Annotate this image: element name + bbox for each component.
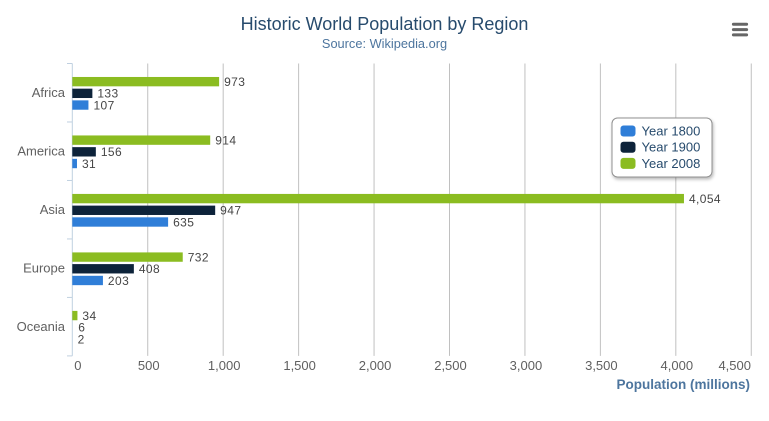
svg-text:914: 914 bbox=[215, 133, 236, 147]
svg-text:America: America bbox=[17, 143, 65, 158]
svg-text:3,000: 3,000 bbox=[510, 358, 543, 373]
svg-text:408: 408 bbox=[139, 262, 160, 276]
svg-text:Year 1800: Year 1800 bbox=[642, 124, 701, 139]
svg-text:203: 203 bbox=[108, 274, 129, 288]
svg-text:635: 635 bbox=[173, 215, 194, 229]
svg-text:6: 6 bbox=[78, 321, 85, 335]
svg-text:Population (millions): Population (millions) bbox=[617, 377, 751, 392]
svg-text:2: 2 bbox=[78, 332, 85, 346]
svg-text:2,000: 2,000 bbox=[359, 358, 392, 373]
svg-text:Africa: Africa bbox=[32, 85, 66, 100]
svg-text:1,000: 1,000 bbox=[208, 358, 241, 373]
svg-text:107: 107 bbox=[93, 98, 114, 112]
svg-text:732: 732 bbox=[188, 250, 209, 264]
svg-text:Europe: Europe bbox=[23, 260, 65, 275]
svg-text:Historic World Population by R: Historic World Population by Region bbox=[241, 14, 529, 34]
svg-text:4,500: 4,500 bbox=[718, 358, 751, 373]
svg-text:156: 156 bbox=[101, 145, 122, 159]
svg-text:Oceania: Oceania bbox=[17, 319, 66, 334]
svg-text:2,500: 2,500 bbox=[434, 358, 467, 373]
svg-text:947: 947 bbox=[220, 204, 241, 218]
svg-text:Asia: Asia bbox=[40, 202, 66, 217]
svg-text:Year 1900: Year 1900 bbox=[642, 140, 701, 155]
svg-text:31: 31 bbox=[82, 157, 96, 171]
svg-text:Source: Wikipedia.org: Source: Wikipedia.org bbox=[322, 36, 447, 51]
svg-text:Year 2008: Year 2008 bbox=[642, 156, 701, 171]
svg-text:500: 500 bbox=[138, 358, 160, 373]
svg-text:4,000: 4,000 bbox=[661, 358, 694, 373]
svg-text:0: 0 bbox=[74, 358, 81, 373]
svg-text:34: 34 bbox=[82, 309, 96, 323]
svg-text:133: 133 bbox=[97, 87, 118, 101]
svg-text:1,500: 1,500 bbox=[283, 358, 316, 373]
svg-text:973: 973 bbox=[224, 75, 245, 89]
svg-text:4,054: 4,054 bbox=[689, 192, 721, 206]
svg-text:3,500: 3,500 bbox=[585, 358, 618, 373]
